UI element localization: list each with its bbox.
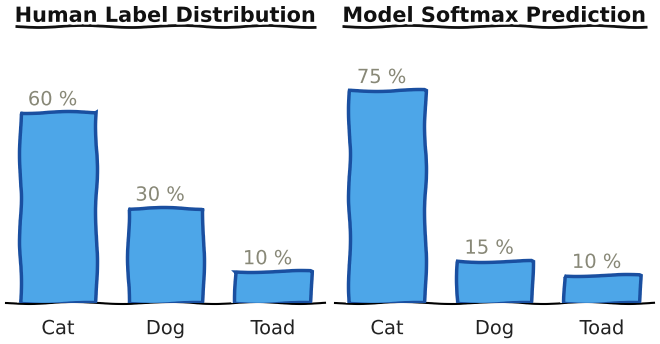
Bar	[128, 208, 203, 303]
Bar	[349, 90, 424, 303]
Text: 30 %: 30 %	[135, 186, 185, 205]
Title: Human Label Distribution: Human Label Distribution	[15, 6, 316, 26]
Text: 10 %: 10 %	[243, 249, 292, 268]
Text: 10 %: 10 %	[572, 253, 622, 272]
Bar	[564, 275, 640, 303]
Text: 60 %: 60 %	[28, 90, 77, 109]
Bar	[20, 112, 96, 303]
Bar	[457, 260, 532, 303]
Title: Model Softmax Prediction: Model Softmax Prediction	[343, 6, 647, 26]
Bar	[236, 271, 311, 303]
Text: 15 %: 15 %	[465, 239, 514, 258]
Text: 75 %: 75 %	[357, 68, 407, 87]
